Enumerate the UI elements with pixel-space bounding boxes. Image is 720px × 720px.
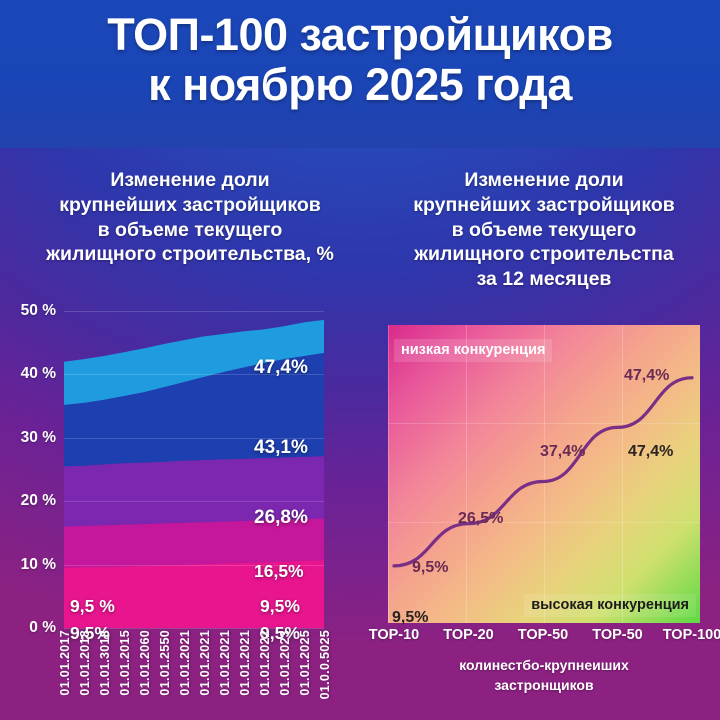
gridline-horizontal — [64, 311, 324, 312]
right-subtitle-line-3: в объеме текущего — [451, 218, 637, 241]
left-subtitle-line-1: Изменение доли — [110, 169, 270, 191]
point-label-top-100: 47,4% — [624, 367, 670, 384]
x-axis-labels: 01.01.2017 01.01.2018 01.01.3018 01.01.2015… — [58, 630, 364, 720]
y-axis: 50 % 40 % 30 % 20 % 10 % 0 % — [0, 302, 62, 636]
x-axis-tick: 01.01.3018 — [98, 630, 112, 696]
y-axis-tick: 0 % — [29, 619, 56, 636]
gridline-vertical — [622, 325, 623, 623]
right-subtitle-line-1: Изменение доли — [464, 169, 624, 191]
stacked-area-chart: 50 % 40 % 30 % 20 % 10 % 0 % 47,4% 43,1% 26,8% 1… — [0, 302, 380, 720]
point-label-top-50-a: 26,5% — [458, 510, 504, 527]
x-axis-tick: 01.01.2022 — [258, 630, 272, 696]
x-axis-tick: 01.01.2018 — [78, 630, 92, 696]
line-series — [392, 376, 694, 568]
gridline-horizontal — [64, 437, 324, 439]
area-band-band-3 — [64, 456, 324, 527]
point-label-top-50-b: 37,4% — [540, 443, 586, 460]
right-subtitle-line-5: за 12 месяцев — [476, 268, 612, 290]
right-x-axis-tick: TOP-20 — [443, 627, 494, 643]
y-axis-tick: 20 % — [20, 492, 56, 510]
right-subtitle-line-4: жилищного строительстпа — [414, 243, 674, 266]
area-value-label: 47,4% — [254, 357, 308, 378]
competition-line-chart: низкая конкуренция высокая конкуренция 9… — [369, 305, 720, 720]
gridline-horizontal — [388, 521, 700, 523]
area-band-band-1 — [64, 560, 324, 628]
right-x-axis-caption: колинестбо-крупнеиших застронщиков — [388, 655, 700, 696]
x-axis-tick: 01.01.2021 — [218, 630, 232, 696]
point-label-top-10: 9,5% — [392, 609, 429, 626]
area-band-band-4 — [64, 352, 324, 467]
page-title: ТОП-100 застройщиков к ноябрю 2025 года — [0, 9, 720, 111]
area-value-label: 26,8% — [254, 507, 308, 528]
x-axis-tick: 01.01.2023 — [278, 630, 292, 696]
x-axis-tick: 01.01.2025 — [298, 630, 312, 696]
left-subtitle-line-3: в объеме текущего — [97, 218, 283, 241]
x-axis-tick: 01.01.2017 — [58, 630, 72, 696]
area-value-label-left: 9,5% — [70, 623, 110, 643]
right-x-axis-tick: TOP-100 — [662, 627, 720, 643]
area-value-label: 9,5% — [260, 623, 300, 643]
gridline-horizontal — [64, 564, 324, 566]
gridline-horizontal — [64, 374, 324, 376]
high-competition-badge: высокая конкуренция — [524, 594, 696, 617]
gridline-horizontal — [64, 628, 324, 629]
gridline-horizontal — [64, 501, 324, 503]
right-caption-line-2: застронщиков — [494, 677, 594, 694]
y-axis-tick: 40 % — [20, 365, 56, 383]
area-value-label: 43,1% — [254, 437, 308, 458]
x-axis-tick: 01.01.2550 — [158, 630, 172, 696]
competition-curve — [392, 376, 694, 568]
x-axis-tick: 01.0.0.5025 — [318, 630, 332, 700]
x-axis-tick: 01.01.2021 — [178, 630, 192, 696]
right-x-axis-tick: TOP-50 — [517, 627, 569, 643]
gridline-horizontal — [388, 423, 700, 425]
area-value-label: 16,5% — [254, 561, 304, 581]
right-x-axis-tick: TOP-50 — [592, 627, 643, 643]
x-axis-tick: 01.01.2021 — [238, 630, 252, 696]
point-label-top-100-extra: 47,4% — [628, 443, 674, 460]
page-title-line-2: к ноябрю 2025 года — [148, 59, 572, 111]
right-caption-line-1: колинестбо-крупнеиших — [459, 657, 629, 673]
low-competition-badge: низкая конкуренция — [394, 339, 553, 362]
line-plot-area: низкая конкуренция высокая конкуренция 9… — [388, 325, 700, 626]
gridline-vertical — [466, 325, 467, 623]
area-plot-area: 47,4% 43,1% 26,8% 16,5% 9,5% 9,5% 9,5 % 9,5% — [64, 311, 324, 643]
right-x-axis-labels: TOP-10 TOP-20 TOP-50 TOP-50 TOP-100 — [369, 627, 720, 651]
area-band-band-5 — [64, 319, 324, 405]
y-axis-tick: 30 % — [20, 428, 56, 446]
x-axis-tick: 01.01.2060 — [138, 630, 152, 696]
point-label-top-20: 9,5% — [412, 559, 449, 576]
right-chart-subtitle: Изменение доли крупнейших застройщиков в… — [372, 168, 716, 292]
y-axis-tick: 50 % — [20, 302, 56, 319]
y-axis-tick: 10 % — [20, 555, 56, 573]
area-value-label-left: 9,5 % — [70, 596, 115, 616]
left-subtitle-line-2: крупнейших застройщиков — [59, 193, 321, 216]
area-value-label: 9,5% — [260, 596, 300, 616]
right-subtitle-line-2: крупнейших застройщиков — [413, 193, 675, 216]
left-subtitle-line-4: жилищного строительства, % — [46, 243, 334, 266]
gridline-vertical — [388, 325, 389, 623]
left-chart-subtitle: Изменение доли крупнейших застройщиков в… — [8, 168, 372, 267]
x-axis-tick: 01.01.2021 — [198, 630, 212, 696]
right-x-axis-tick: TOP-10 — [368, 627, 420, 643]
header-banner: ТОП-100 застройщиков к ноябрю 2025 года — [0, 0, 720, 148]
x-axis-tick: 01.01.2015 — [118, 630, 132, 696]
gridline-vertical — [544, 325, 545, 623]
page-title-line-1: ТОП-100 застройщиков — [107, 9, 613, 60]
area-series-group — [64, 319, 324, 628]
area-band-band-2 — [64, 518, 324, 568]
